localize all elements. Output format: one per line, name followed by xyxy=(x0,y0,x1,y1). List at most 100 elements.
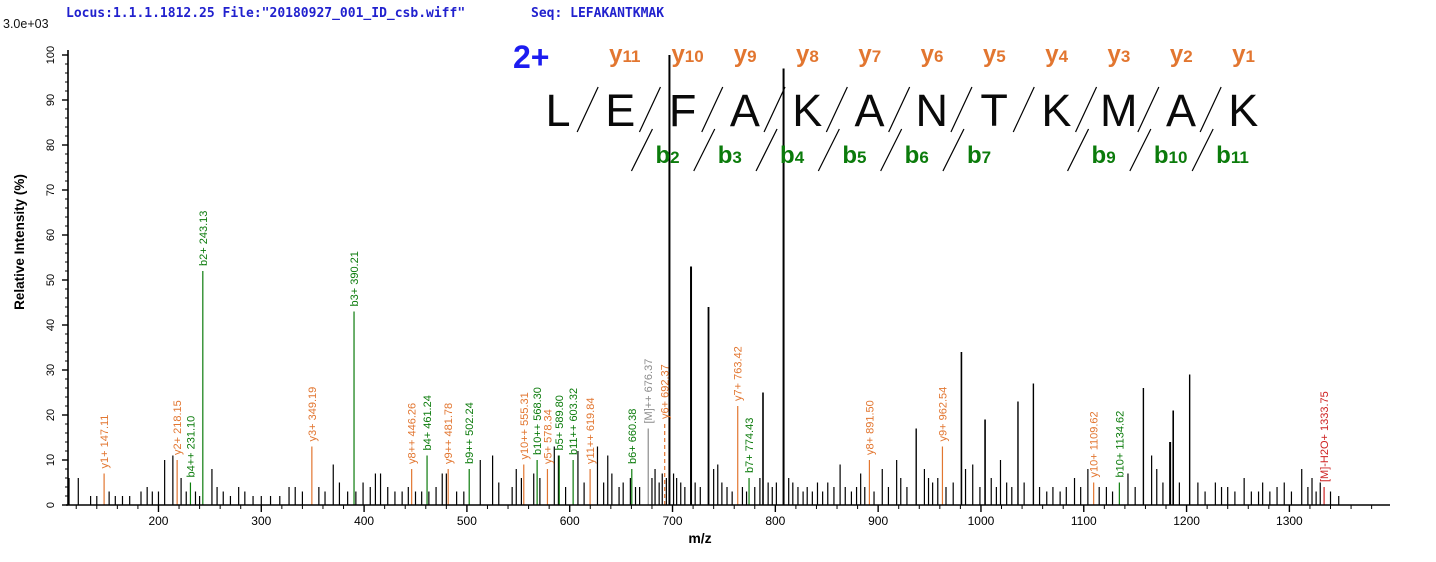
b-ion-label: b10 xyxy=(1154,142,1188,169)
y-ion-label: y2 xyxy=(1170,41,1193,68)
x-tick-label: 400 xyxy=(354,514,374,528)
sequence-letter: K xyxy=(1228,85,1258,136)
charge-state-label: 2+ xyxy=(513,39,549,75)
y-ion-label: y11 xyxy=(609,41,640,68)
fragment-mark-b xyxy=(880,128,903,172)
peak-label: b10+ 1134.62 xyxy=(1114,411,1126,478)
peak-label: y10+ 1109.62 xyxy=(1089,411,1101,477)
fragment-mark-b xyxy=(1129,128,1152,172)
fragment-mark-y xyxy=(1012,86,1035,133)
fragment-mark-y xyxy=(1075,86,1098,133)
sequence-letter: A xyxy=(730,85,760,136)
b-ion-label: b4 xyxy=(780,142,805,169)
y-tick-label: 70 xyxy=(45,184,57,196)
sequence-letter: N xyxy=(916,85,949,136)
fragment-mark-b xyxy=(755,128,778,172)
x-tick-label: 1000 xyxy=(968,514,995,528)
fragment-mark-b xyxy=(1067,128,1090,172)
fragment-mark-y xyxy=(950,86,973,133)
sequence-letter: A xyxy=(1166,85,1196,136)
y-tick-label: 80 xyxy=(45,139,57,151)
peak-label: b4+ 461.24 xyxy=(422,395,434,450)
fragment-mark-b xyxy=(1191,128,1214,172)
peak-label: b5+ 589.80 xyxy=(554,395,566,450)
peak-label: y6+ 692.37 xyxy=(660,364,672,419)
y-tick-label: 40 xyxy=(45,319,57,331)
peak-label: b11++ 603.32 xyxy=(568,388,580,455)
b-ion-label: b11 xyxy=(1216,142,1249,169)
y-ion-label: y4 xyxy=(1045,41,1068,68)
peak-label: y5+ 578.34 xyxy=(542,409,554,464)
fragment-mark-b xyxy=(817,128,840,172)
y-tick-label: 10 xyxy=(45,454,57,466)
y-ion-label: y6 xyxy=(921,41,944,68)
y-tick-label: 0 xyxy=(45,502,57,508)
y-tick-label: 100 xyxy=(45,46,57,64)
fragment-mark-y xyxy=(701,86,724,133)
peak-label: y10++ 555.31 xyxy=(519,392,531,459)
peak-label: b4++ 231.10 xyxy=(185,416,197,478)
peak-label: [M]-H2O+ 1333.75 xyxy=(1319,391,1331,482)
y-tick-label: 60 xyxy=(45,229,57,241)
x-tick-label: 1100 xyxy=(1071,514,1097,528)
peak-label: b2+ 243.13 xyxy=(198,211,210,266)
fragment-mark-y xyxy=(825,86,848,133)
peak-label: b7+ 774.43 xyxy=(744,418,756,473)
x-tick-label: 200 xyxy=(148,514,168,528)
peak-label: y1+ 147.11 xyxy=(99,415,111,469)
peak-label: b10++ 568.30 xyxy=(532,387,544,455)
x-axis-title: m/z xyxy=(688,530,711,546)
y-ion-label: y3 xyxy=(1108,41,1131,68)
sequence-letter: F xyxy=(669,85,697,136)
y-ion-label: y8 xyxy=(796,41,819,68)
peak-label: b9++ 502.24 xyxy=(464,402,476,464)
b-ion-label: b5 xyxy=(842,142,866,169)
y-tick-label: 50 xyxy=(45,274,57,286)
x-tick-label: 1300 xyxy=(1276,514,1303,528)
fragment-mark-y xyxy=(1137,86,1160,133)
fragment-mark-b xyxy=(693,128,716,172)
intensity-scale-label: 3.0e+03 xyxy=(3,17,49,31)
y-tick-label: 20 xyxy=(45,409,57,421)
b-ion-label: b2 xyxy=(655,142,679,169)
b-ion-label: b7 xyxy=(967,142,991,169)
peak-label: y9+ 962.54 xyxy=(937,387,949,442)
sequence-letter: K xyxy=(1041,85,1071,136)
x-tick-label: 500 xyxy=(457,514,477,528)
y-ion-label: y10 xyxy=(671,41,703,68)
x-tick-label: 700 xyxy=(663,514,683,528)
sequence-letter: E xyxy=(605,85,635,136)
y-ion-label: y7 xyxy=(858,41,881,68)
sequence-header: Seq: LEFAKANTKMAK xyxy=(531,6,665,21)
y-tick-label: 30 xyxy=(45,364,57,376)
sequence-letter: T xyxy=(980,85,1008,136)
x-tick-label: 300 xyxy=(251,514,271,528)
peak-label: y8+ 891.50 xyxy=(864,400,876,455)
x-tick-label: 800 xyxy=(765,514,785,528)
y-tick-label: 90 xyxy=(45,94,57,106)
b-ion-label: b6 xyxy=(905,142,929,169)
y-ion-label: y9 xyxy=(734,41,757,68)
x-tick-label: 600 xyxy=(560,514,580,528)
sequence-letter: M xyxy=(1100,85,1138,136)
fragment-mark-b xyxy=(942,128,965,172)
fragment-mark-b xyxy=(630,128,653,172)
sequence-letter: L xyxy=(545,85,570,136)
y-ion-label: y5 xyxy=(983,41,1006,68)
sequence-letter: K xyxy=(792,85,822,136)
fragment-mark-y xyxy=(638,86,661,133)
peak-label: y3+ 349.19 xyxy=(307,387,319,442)
peak-label: y2+ 218.15 xyxy=(172,400,184,455)
peak-label: y7+ 763.42 xyxy=(733,346,745,401)
peak-label: [M]++ 676.37 xyxy=(643,359,655,424)
fragment-mark-y xyxy=(888,86,911,133)
fragment-mark-y xyxy=(1199,86,1222,133)
b-ion-label: b3 xyxy=(718,142,742,169)
b-ion-label: b9 xyxy=(1092,142,1116,169)
sequence-letter: A xyxy=(854,85,884,136)
x-tick-label: 1200 xyxy=(1173,514,1200,528)
x-tick-label: 900 xyxy=(868,514,888,528)
peak-label: y9++ 481.78 xyxy=(443,403,455,464)
